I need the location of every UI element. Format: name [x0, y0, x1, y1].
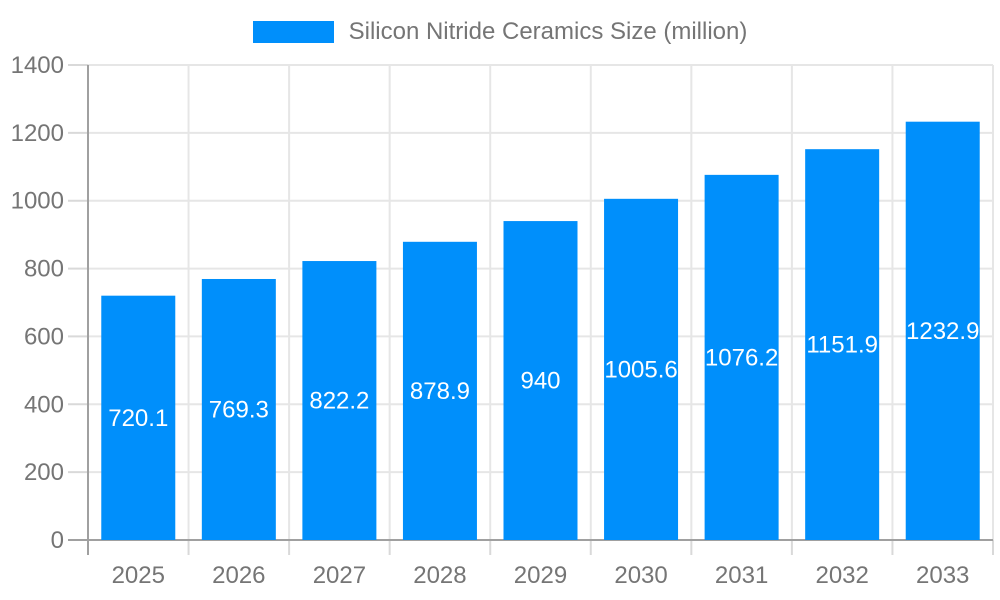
bar[interactable] [905, 121, 980, 540]
x-tick-label: 2027 [313, 562, 366, 589]
bar[interactable] [805, 149, 880, 540]
bar-value-label: 1005.6 [604, 356, 677, 383]
y-tick-label: 600 [24, 323, 64, 350]
y-tick-label: 800 [24, 256, 64, 283]
x-tick-label: 2031 [715, 562, 768, 589]
x-tick-label: 2025 [112, 562, 165, 589]
bar-value-label: 769.3 [209, 396, 269, 423]
bar-value-label: 1232.9 [906, 318, 979, 345]
bar-value-label: 1076.2 [705, 344, 778, 371]
bar[interactable] [503, 221, 578, 541]
bar[interactable] [704, 174, 779, 540]
bar-value-label: 1151.9 [806, 332, 878, 359]
y-tick-label: 200 [24, 459, 64, 486]
x-tick-label: 2028 [413, 562, 466, 589]
x-tick-label: 2026 [212, 562, 265, 589]
x-tick-label: 2033 [916, 562, 969, 589]
bar[interactable] [201, 278, 276, 540]
bar[interactable] [604, 198, 679, 541]
legend-label: Silicon Nitride Ceramics Size (million) [348, 18, 748, 45]
y-tick-label: 1400 [11, 52, 64, 79]
y-tick-label: 1200 [11, 120, 64, 147]
legend-swatch [252, 21, 334, 43]
bar[interactable] [402, 241, 477, 540]
x-tick-label: 2032 [815, 562, 868, 589]
bar-value-label: 878.9 [410, 378, 470, 405]
bar[interactable] [101, 295, 176, 540]
x-tick-label: 2030 [614, 562, 667, 589]
bar-value-label: 720.1 [108, 405, 168, 432]
y-tick-label: 400 [24, 391, 64, 418]
x-tick-label: 2029 [514, 562, 567, 589]
bar[interactable] [302, 261, 377, 540]
y-tick-label: 0 [51, 527, 64, 554]
legend[interactable]: Silicon Nitride Ceramics Size (million) [0, 18, 1000, 45]
bar-value-label: 940 [520, 368, 560, 395]
y-tick-label: 1000 [11, 188, 64, 215]
bar-value-label: 822.2 [309, 388, 369, 415]
